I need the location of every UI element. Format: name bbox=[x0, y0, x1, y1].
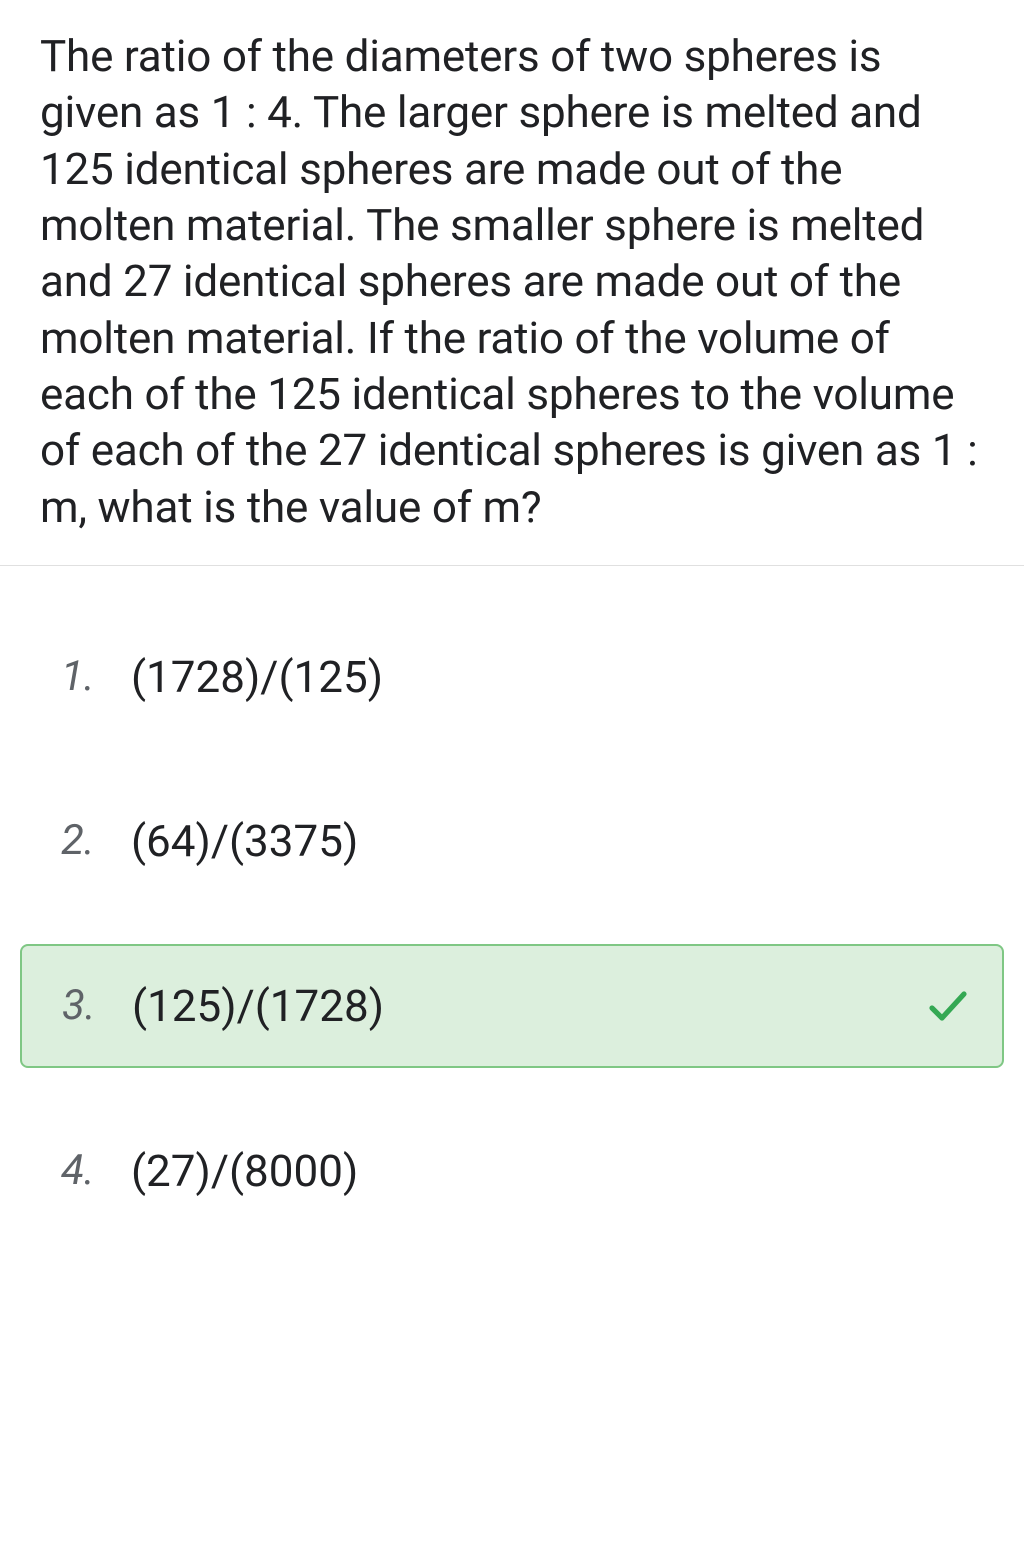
option-number: 4. bbox=[61, 1146, 131, 1195]
option-text: (64)/(3375) bbox=[131, 815, 973, 867]
option-text: (27)/(8000) bbox=[131, 1145, 973, 1197]
option-1[interactable]: 1. (1728)/(125) bbox=[20, 616, 1004, 738]
question-text: The ratio of the diameters of two sphere… bbox=[40, 28, 984, 535]
check-icon bbox=[924, 982, 972, 1030]
options-container: 1. (1728)/(125) 2. (64)/(3375) 3. (125)/… bbox=[0, 566, 1024, 1304]
option-2[interactable]: 2. (64)/(3375) bbox=[20, 780, 1004, 902]
option-number: 1. bbox=[61, 652, 131, 701]
option-text: (1728)/(125) bbox=[131, 651, 973, 703]
question-container: The ratio of the diameters of two sphere… bbox=[0, 0, 1024, 565]
option-3[interactable]: 3. (125)/(1728) bbox=[20, 944, 1004, 1068]
option-number: 3. bbox=[62, 981, 132, 1030]
option-4[interactable]: 4. (27)/(8000) bbox=[20, 1110, 1004, 1232]
option-text: (125)/(1728) bbox=[132, 980, 924, 1032]
option-number: 2. bbox=[61, 816, 131, 865]
